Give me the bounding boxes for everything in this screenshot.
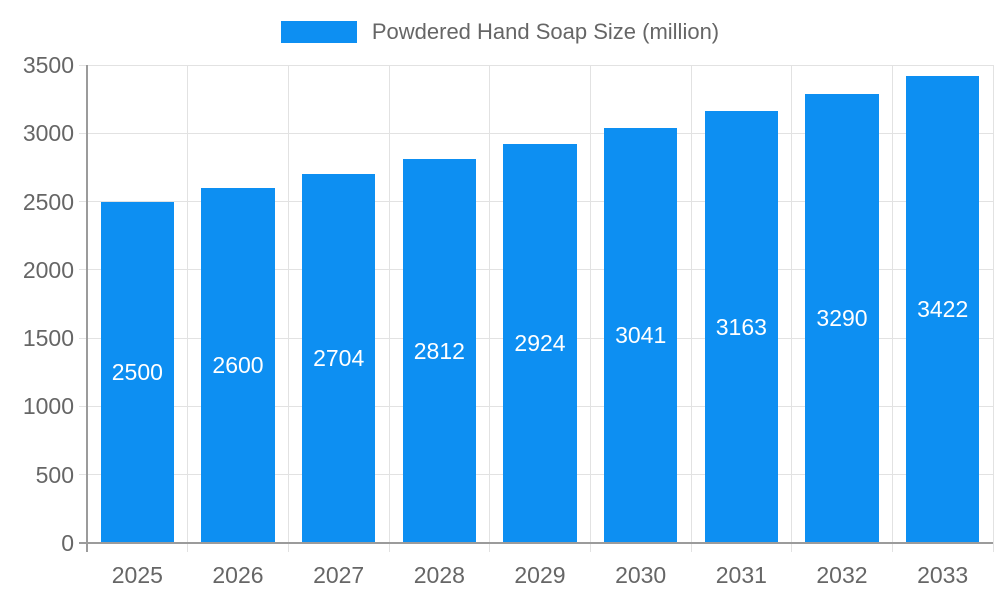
- y-axis-tick-label: 500: [35, 461, 74, 488]
- x-axis-tick-label: 2028: [413, 562, 465, 588]
- x-axis-tick: [891, 543, 893, 552]
- bar[interactable]: 2600: [201, 187, 275, 543]
- y-axis-tick-label: 0: [61, 530, 74, 556]
- x-axis-tick-label: 2033: [917, 562, 969, 588]
- x-gridline: [791, 65, 793, 543]
- x-axis-tick-label: 2029: [514, 562, 566, 588]
- x-axis-tick-label: 2030: [615, 562, 667, 588]
- x-axis-tick: [992, 543, 994, 552]
- x-axis-tick: [287, 543, 289, 552]
- y-axis-tick-label: 3500: [22, 52, 74, 78]
- x-axis-tick-label: 2026: [212, 562, 264, 588]
- x-axis-tick: [791, 543, 793, 552]
- x-gridline: [287, 65, 289, 543]
- x-axis-tick-label: 2025: [111, 562, 163, 588]
- x-gridline: [992, 65, 994, 543]
- bar-value-label: 3422: [917, 296, 969, 323]
- x-axis-tick: [187, 543, 189, 552]
- x-axis-tick: [388, 543, 390, 552]
- y-axis-tick-label: 2000: [22, 256, 74, 283]
- legend-label: Powdered Hand Soap Size (million): [371, 19, 720, 44]
- bar[interactable]: 2812: [402, 158, 477, 543]
- x-axis-line: [79, 542, 993, 544]
- bar[interactable]: 3163: [704, 111, 779, 543]
- y-axis-tick-label: 2500: [22, 188, 74, 215]
- bar-value-label: 3041: [615, 322, 667, 349]
- bar-value-label: 3163: [715, 314, 767, 340]
- x-axis-tick: [690, 543, 692, 552]
- bar[interactable]: 2924: [503, 143, 577, 543]
- bar-value-label: 2704: [313, 345, 365, 372]
- x-gridline: [187, 65, 189, 543]
- bar-value-label: 2600: [212, 352, 264, 379]
- x-gridline: [589, 65, 591, 543]
- bar-value-label: 2500: [111, 359, 163, 386]
- x-axis-tick: [489, 543, 491, 552]
- x-gridline: [891, 65, 893, 543]
- legend-swatch: [280, 21, 357, 43]
- x-gridline: [690, 65, 692, 543]
- bar-value-label: 2924: [514, 330, 566, 357]
- y-gridline: [79, 64, 993, 66]
- x-axis-tick-label: 2031: [715, 562, 767, 588]
- y-axis-line: [86, 65, 88, 552]
- y-axis-tick-label: 3000: [22, 120, 74, 147]
- bar[interactable]: 2704: [301, 173, 376, 543]
- y-axis-tick-label: 1000: [22, 393, 74, 420]
- x-gridline: [388, 65, 390, 543]
- x-axis-tick-label: 2032: [816, 562, 868, 588]
- bar-value-label: 3290: [816, 305, 868, 332]
- legend: Powdered Hand Soap Size (million): [0, 21, 1000, 43]
- bar-value-label: 2812: [413, 337, 465, 364]
- bar[interactable]: 3290: [805, 93, 879, 543]
- bar[interactable]: 3422: [905, 75, 980, 543]
- y-axis-tick-label: 1500: [22, 325, 74, 352]
- y-gridline: [79, 132, 993, 134]
- bar[interactable]: 3041: [603, 127, 678, 543]
- x-axis-tick-label: 2027: [313, 562, 365, 588]
- x-axis-tick: [589, 543, 591, 552]
- x-gridline: [489, 65, 491, 543]
- bar[interactable]: 2500: [100, 201, 175, 543]
- legend-item[interactable]: Powdered Hand Soap Size (million): [280, 19, 720, 44]
